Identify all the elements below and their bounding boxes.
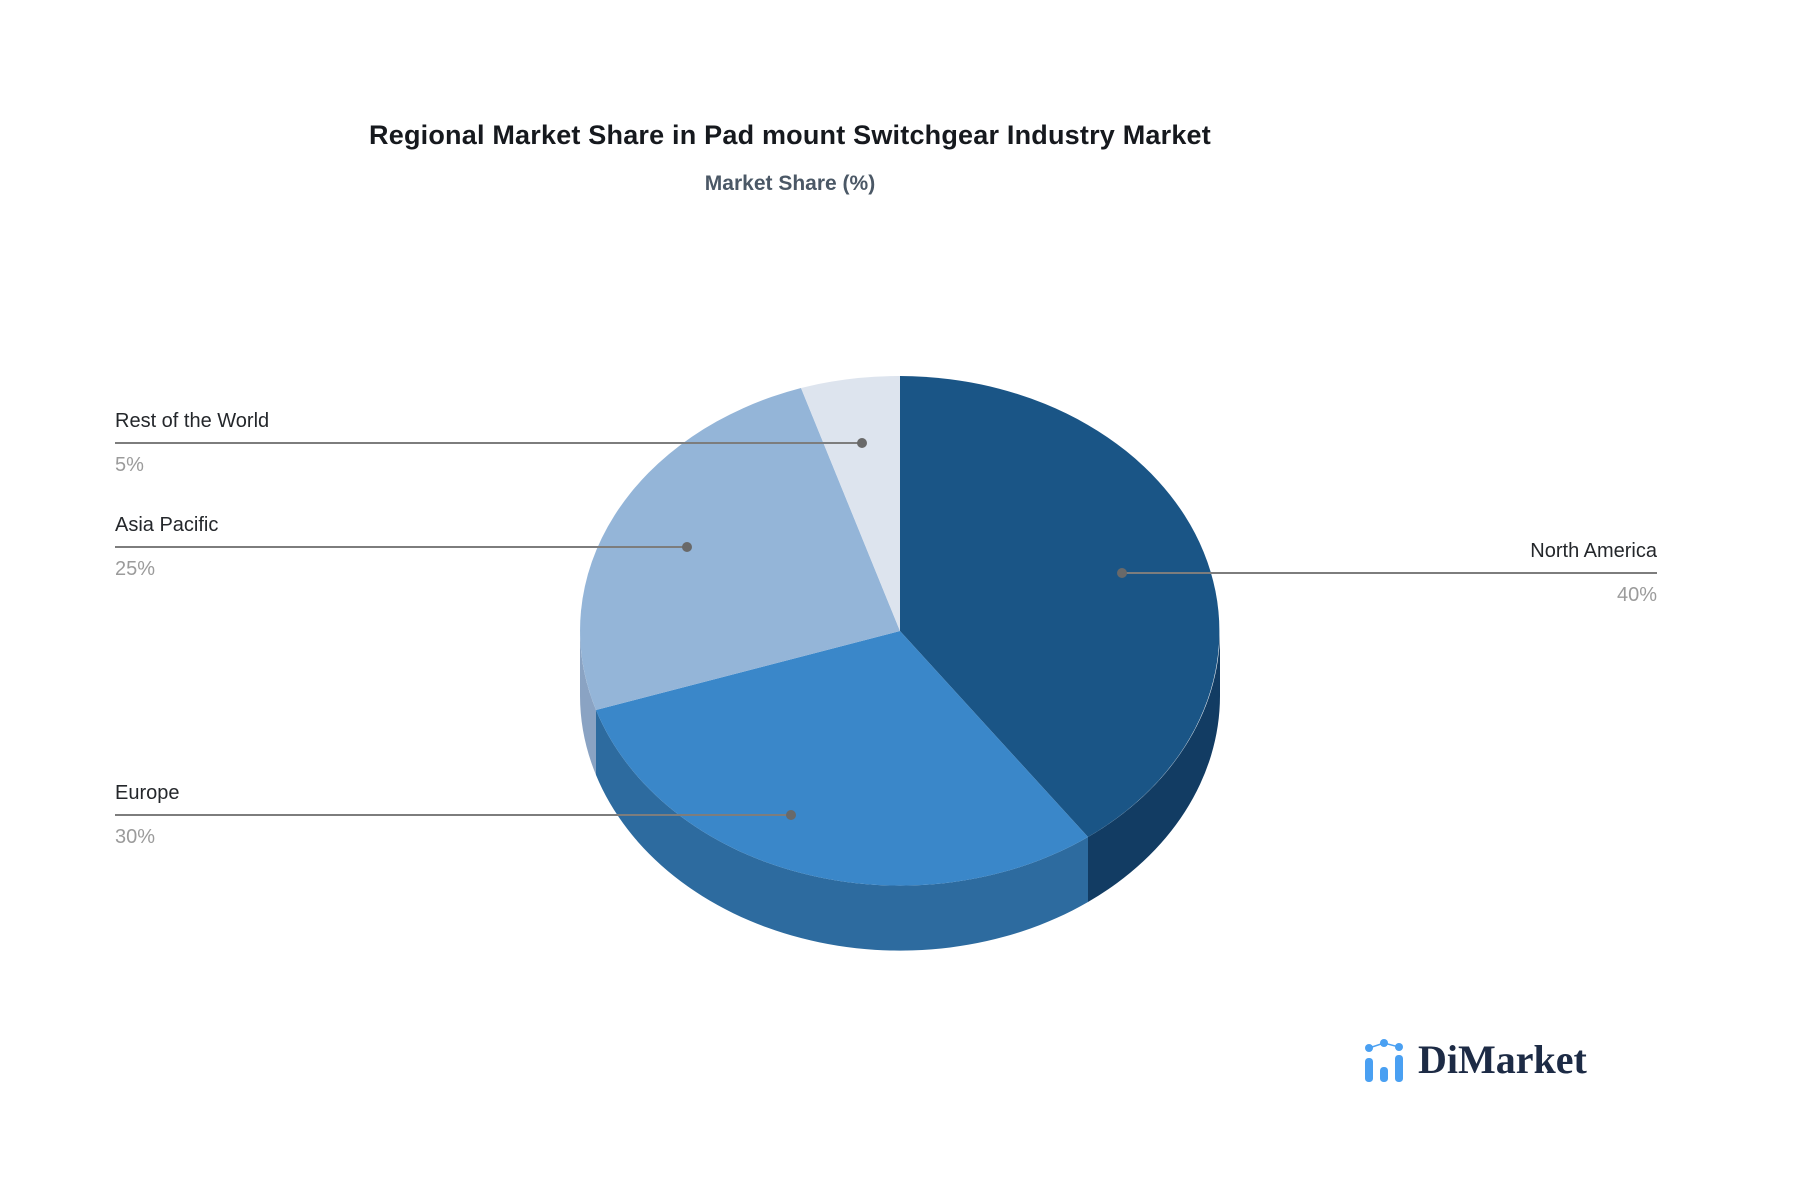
pie-slice-north-america[interactable] — [900, 376, 1220, 837]
slice-value-europe: 30% — [115, 826, 155, 849]
pie-slice-rest-of-the-world[interactable] — [801, 375, 900, 631]
pie-slice-europe-side[interactable] — [596, 710, 1088, 951]
slice-value-north-america: 40% — [1617, 584, 1657, 607]
slice-label-asia-pacific: Asia Pacific — [115, 514, 218, 537]
slice-label-text: Rest of the World — [115, 410, 270, 432]
pie-slice-europe[interactable] — [596, 631, 1088, 886]
leader-dot-europe — [786, 810, 796, 820]
chart-subtitle: Market Share (%) — [704, 172, 876, 195]
slice-label-text: North America — [1530, 540, 1657, 562]
slice-label-text: Europe — [115, 782, 180, 804]
slice-value-text: 25% — [115, 558, 156, 580]
slice-value-text: 40% — [1616, 584, 1657, 606]
pie-slice-asia-pacific[interactable] — [580, 388, 900, 710]
chart-title: Regional Market Share in Pad mount Switc… — [369, 120, 1211, 150]
slice-value-text: 30% — [115, 826, 156, 848]
slice-value-rest-of-the-world: 5% — [115, 454, 144, 477]
slice-label-text: Asia Pacific — [115, 514, 219, 536]
slice-label-europe: Europe — [115, 782, 180, 805]
pie-slice-north-america-side[interactable] — [1088, 631, 1220, 902]
slice-value-asia-pacific: 25% — [115, 558, 155, 581]
brand-name: DiMarket — [1418, 1037, 1587, 1082]
slice-label-north-america: North America — [1530, 540, 1657, 563]
pie-slice-asia-pacific-side[interactable] — [580, 631, 596, 775]
leader-dot-north-america — [1117, 568, 1127, 578]
brand-logo: DiMarket — [1362, 1038, 1587, 1082]
leader-dot-asia-pacific — [682, 542, 692, 552]
slice-value-text: 5% — [115, 454, 144, 476]
leader-dot-rest-of-the-world — [857, 438, 867, 448]
slice-label-rest-of-the-world: Rest of the World — [115, 410, 269, 433]
bar-chart-sparkline-icon — [1365, 1039, 1403, 1082]
